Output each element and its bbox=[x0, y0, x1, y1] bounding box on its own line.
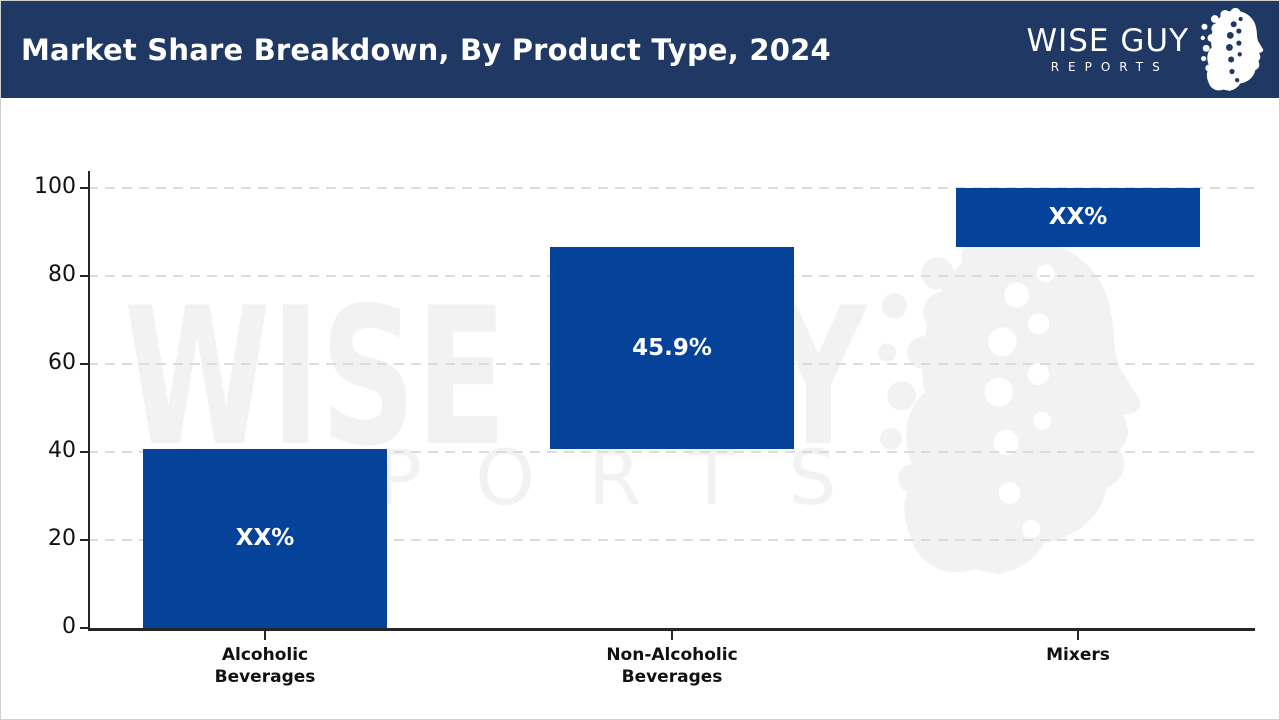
chart-area: WISE GUY REPORTS 0 20 40 60 80 100 XX bbox=[1, 98, 1279, 719]
category-label-2: Mixers bbox=[1046, 645, 1110, 665]
y-tick-label-100: 100 bbox=[34, 174, 76, 199]
y-tick-40 bbox=[80, 451, 88, 453]
y-tick-label-40: 40 bbox=[48, 438, 76, 463]
category-label-1: Non-Alcoholic Beverages bbox=[606, 645, 738, 688]
gridline-20 bbox=[88, 539, 1255, 541]
gridline-40 bbox=[88, 451, 1255, 453]
y-axis bbox=[88, 171, 90, 631]
watermark-head-icon bbox=[878, 226, 1141, 574]
category-label-0: Alcoholic Beverages bbox=[214, 645, 316, 688]
y-tick-60 bbox=[80, 363, 88, 365]
page-title: Market Share Breakdown, By Product Type,… bbox=[21, 32, 831, 67]
y-tick-label-0: 0 bbox=[62, 614, 76, 639]
y-tick-80 bbox=[80, 275, 88, 277]
bar-value-label: 45.9% bbox=[632, 334, 712, 361]
bar-mixers: XX% bbox=[956, 188, 1200, 247]
y-tick-label-20: 20 bbox=[48, 526, 76, 551]
logo-sub: REPORTS bbox=[1050, 59, 1169, 74]
x-tick-2 bbox=[1077, 631, 1079, 640]
y-tick-20 bbox=[80, 539, 88, 541]
x-axis bbox=[88, 628, 1255, 631]
header: Market Share Breakdown, By Product Type,… bbox=[1, 1, 1279, 98]
y-tick-100 bbox=[80, 187, 88, 189]
bar-non-alcoholic-beverages: 45.9% bbox=[550, 246, 794, 449]
x-tick-1 bbox=[671, 631, 673, 640]
logo-name: WISE GUY bbox=[1026, 23, 1189, 60]
y-tick-label-80: 80 bbox=[48, 262, 76, 287]
y-tick-0 bbox=[80, 627, 88, 629]
logo-head-icon bbox=[1200, 7, 1264, 91]
logo-wordmark: WISE GUY REPORTS bbox=[1026, 25, 1189, 74]
bar-value-label: XX% bbox=[235, 525, 295, 552]
y-tick-label-60: 60 bbox=[48, 350, 76, 375]
x-tick-0 bbox=[264, 631, 266, 640]
brand-logo: WISE GUY REPORTS bbox=[1026, 7, 1267, 93]
bar-alcoholic-beverages: XX% bbox=[143, 448, 387, 628]
gridline-100 bbox=[88, 187, 1255, 189]
bar-value-label: XX% bbox=[1048, 204, 1108, 231]
